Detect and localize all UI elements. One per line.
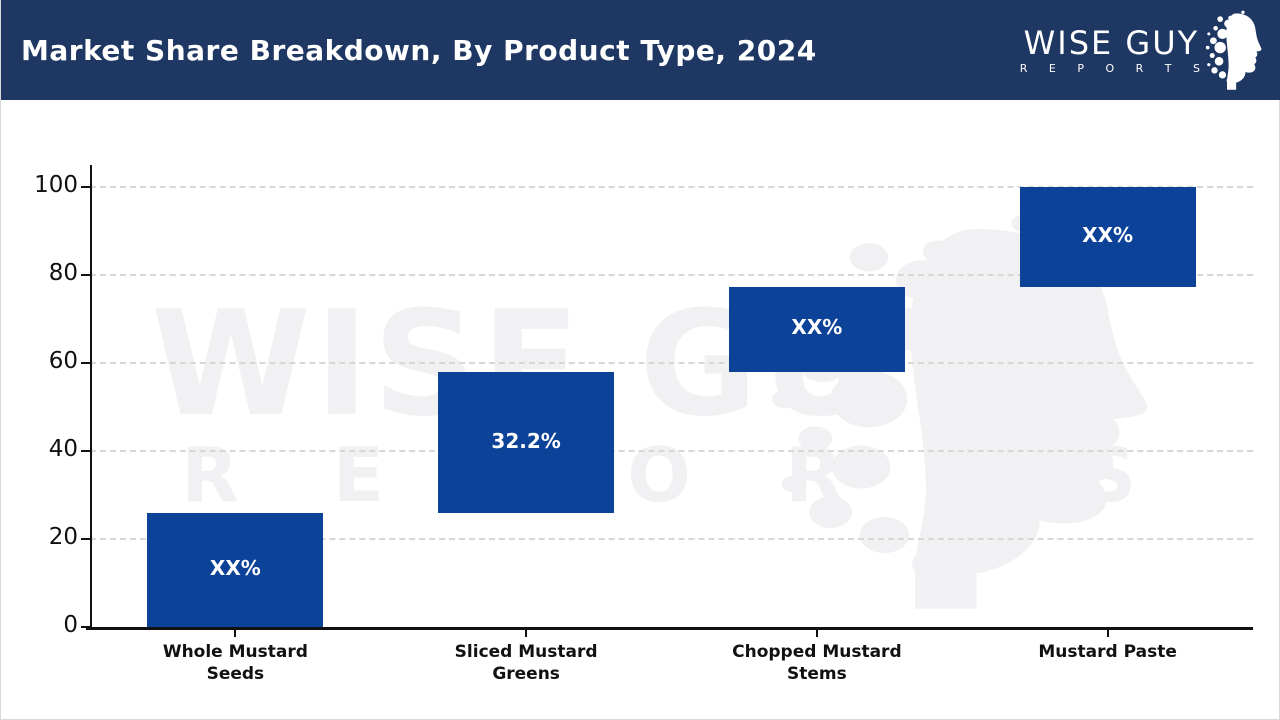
x-axis-category-label: Mustard Paste: [1038, 642, 1177, 662]
page-title: Market Share Breakdown, By Product Type,…: [21, 34, 817, 67]
wiseguy-logo-line2: R E P O R T S: [1019, 61, 1209, 75]
x-axis-category-label: Chopped Mustard Stems: [732, 642, 902, 685]
y-axis-tick-0: [81, 626, 90, 628]
x-axis-tick: [525, 629, 528, 637]
x-axis-tick: [234, 629, 237, 637]
bar-value-label: XX%: [209, 556, 261, 581]
y-axis-tick-40: [81, 450, 90, 452]
y-axis-tick-100: [81, 186, 90, 188]
x-axis-category-label: Whole Mustard Seeds: [162, 642, 308, 685]
y-axis-label-80: 80: [48, 260, 78, 286]
x-axis-tick: [1106, 629, 1109, 637]
bar-value-label: 32.2%: [491, 428, 561, 453]
dotted-face-profile-icon: [1205, 10, 1262, 90]
gridline-20: [90, 538, 1253, 540]
x-axis-spine: [86, 627, 1253, 630]
header-bar: Market Share Breakdown, By Product Type,…: [1, 0, 1280, 100]
y-axis-label-60: 60: [48, 348, 78, 374]
bar-segment: [147, 513, 324, 627]
y-axis-tick-60: [81, 362, 90, 364]
gridline-100: [90, 186, 1253, 188]
gridline-80: [90, 274, 1253, 276]
y-axis-label-100: 100: [34, 172, 78, 198]
bar-value-label: XX%: [791, 315, 843, 340]
bar-segment: [1019, 187, 1196, 287]
y-axis-label-0: 0: [63, 612, 78, 638]
bar-segment: [728, 286, 905, 372]
wiseguy-logo-line1: WISE GUY: [1023, 24, 1200, 63]
bar-segment: [438, 371, 615, 514]
y-axis-tick-20: [81, 538, 90, 540]
y-axis-spine: [90, 165, 92, 630]
y-axis-tick-80: [81, 274, 90, 276]
waterfall-chart: 0 20 40 60 80 100 XX% Whole Mustard Seeds 32.2% S…: [1, 100, 1280, 720]
y-axis-label-40: 40: [48, 436, 78, 462]
wiseguy-logo: WISE GUY R E P O R T S: [1014, 6, 1265, 96]
y-axis-label-20: 20: [48, 524, 78, 550]
x-axis-category-label: Sliced Mustard Greens: [454, 642, 598, 685]
wiseguy-logo-text: WISE GUY R E P O R T S: [1014, 27, 1209, 75]
x-axis-tick: [815, 629, 818, 637]
gridline-40: [90, 450, 1253, 452]
bar-value-label: XX%: [1082, 222, 1134, 247]
gridline-60: [90, 362, 1253, 364]
